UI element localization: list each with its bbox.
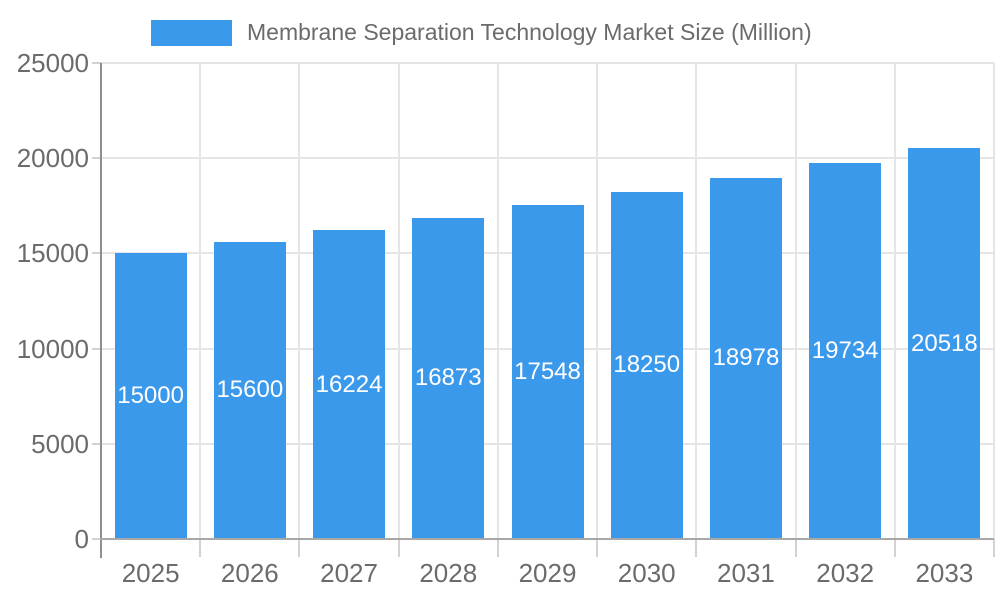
y-tick-mark <box>92 347 101 350</box>
x-tick-mark <box>596 539 599 557</box>
v-gridline <box>397 63 400 539</box>
bar-value-label: 16224 <box>315 370 383 398</box>
v-gridline <box>893 63 896 539</box>
x-tick-mark <box>893 539 896 557</box>
x-axis-line <box>100 538 994 540</box>
x-tick-mark <box>397 539 400 557</box>
bar-value-label: 19734 <box>811 337 879 365</box>
y-tick-label: 0 <box>74 524 89 554</box>
v-gridline <box>993 63 995 539</box>
bar <box>610 191 683 539</box>
bar-value-label: 15000 <box>117 382 184 410</box>
y-tick-label: 25000 <box>16 48 89 78</box>
y-tick-label: 5000 <box>31 428 89 459</box>
bar <box>709 177 782 539</box>
bar <box>511 204 584 539</box>
bar <box>313 230 386 539</box>
x-tick-label: 2029 <box>518 558 577 588</box>
x-tick-label: 2027 <box>320 558 378 588</box>
v-gridline <box>298 63 301 539</box>
v-gridline <box>496 63 499 539</box>
bar <box>908 148 981 539</box>
y-tick-mark <box>92 62 101 64</box>
x-tick-mark <box>496 539 499 557</box>
bar <box>213 241 286 539</box>
x-tick-label: 2026 <box>220 558 279 588</box>
y-tick-mark <box>92 442 101 445</box>
bar <box>114 253 187 539</box>
legend-swatch <box>151 19 232 46</box>
bar-value-label: 15600 <box>216 376 284 404</box>
y-tick-label: 20000 <box>16 143 89 174</box>
x-tick-mark <box>298 539 301 557</box>
y-tick-mark <box>92 157 101 160</box>
x-tick-label: 2028 <box>419 558 478 588</box>
bar-value-label: 18250 <box>613 351 681 379</box>
chart-legend[interactable]: Membrane Separation Technology Market Si… <box>151 19 812 46</box>
v-gridline <box>695 63 698 539</box>
x-tick-mark <box>794 539 797 557</box>
x-tick-mark <box>993 539 995 557</box>
x-tick-label: 2030 <box>617 558 676 588</box>
v-gridline <box>199 63 202 539</box>
h-gridline <box>101 157 994 160</box>
bar <box>809 163 882 539</box>
h-gridline <box>101 62 994 64</box>
y-tick-label: 10000 <box>16 333 89 364</box>
v-gridline <box>794 63 797 539</box>
bar-value-label: 18978 <box>712 344 780 372</box>
bar-value-label: 20518 <box>911 329 978 357</box>
x-tick-label: 2025 <box>121 558 180 588</box>
y-tick-mark <box>92 252 101 255</box>
y-axis-line <box>100 63 102 558</box>
x-tick-label: 2031 <box>717 558 775 588</box>
y-tick-mark <box>92 538 101 540</box>
v-gridline <box>596 63 599 539</box>
x-tick-label: 2033 <box>915 558 974 588</box>
bar-value-label: 16873 <box>414 364 482 392</box>
x-tick-mark <box>695 539 698 557</box>
chart-title: Membrane Separation Technology Market Si… <box>247 19 812 45</box>
y-tick-label: 15000 <box>16 238 89 269</box>
bar-value-label: 17548 <box>514 357 581 385</box>
bar <box>412 217 485 539</box>
x-tick-label: 2032 <box>816 558 875 588</box>
x-tick-mark <box>199 539 202 557</box>
